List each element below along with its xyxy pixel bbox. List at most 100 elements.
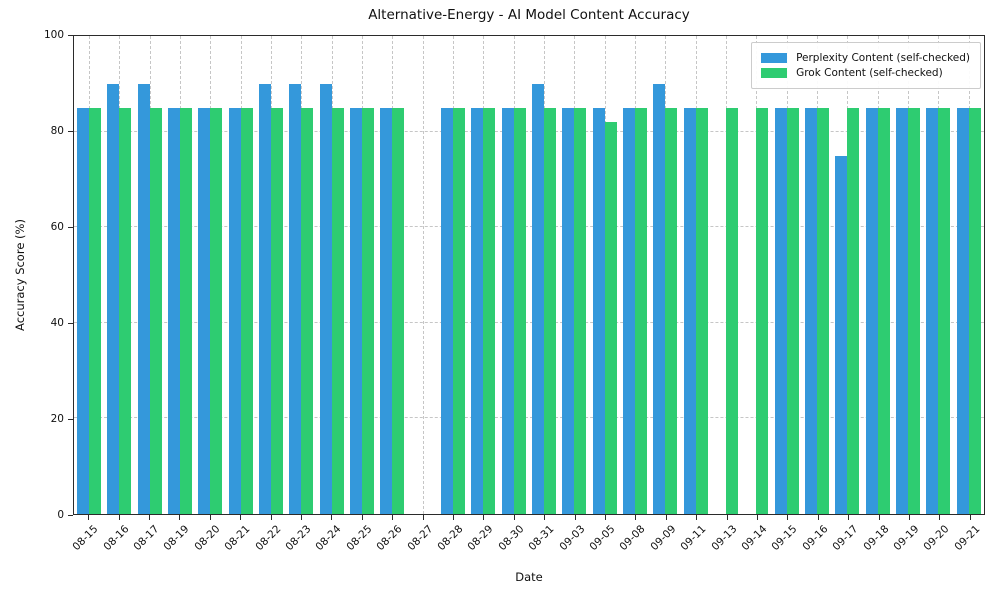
bar-grok-09-20 (938, 107, 951, 514)
y-tick-mark (68, 226, 73, 228)
x-tick-label: 09-14 (739, 523, 770, 554)
bar-grok-08-22 (271, 107, 284, 514)
y-tick-mark (68, 418, 73, 420)
legend: Perplexity Content (self-checked) Grok Co… (751, 42, 981, 89)
legend-label: Grok Content (self-checked) (796, 67, 943, 79)
bar-perplexity-09-16 (805, 107, 818, 514)
bar-grok-08-19 (180, 107, 193, 514)
horizontal-gridline (74, 130, 984, 132)
x-tick-mark (726, 515, 728, 520)
x-tick-label: 08-28 (435, 523, 466, 554)
bar-grok-09-08 (635, 107, 648, 514)
bar-grok-08-31 (544, 107, 557, 514)
vertical-gridline (422, 36, 424, 514)
y-tick-label: 0 (57, 508, 64, 521)
x-tick-label: 08-16 (101, 523, 132, 554)
y-tick-mark (68, 322, 73, 324)
x-tick-label: 08-17 (131, 523, 162, 554)
legend-swatch-icon (761, 68, 788, 78)
bar-grok-09-18 (877, 107, 890, 514)
x-tick-mark (909, 515, 910, 520)
bar-perplexity-08-28 (441, 107, 454, 514)
bar-perplexity-09-17 (835, 155, 848, 514)
x-tick-mark (817, 515, 819, 520)
legend-item-grok: Grok Content (self-checked) (761, 67, 970, 79)
x-tick-mark (605, 515, 606, 520)
y-tick-label: 100 (43, 28, 64, 41)
x-tick-label: 08-15 (70, 523, 101, 554)
bar-grok-09-11 (695, 107, 708, 514)
x-tick-label: 08-22 (253, 523, 284, 554)
x-tick-mark (513, 515, 515, 520)
x-tick-mark (209, 515, 211, 520)
bar-perplexity-08-29 (471, 107, 484, 514)
x-tick-label: 09-15 (769, 523, 800, 554)
bar-grok-09-14 (756, 107, 769, 514)
bar-grok-09-13 (726, 107, 739, 514)
y-tick-label: 60 (50, 220, 64, 233)
legend-item-perplexity: Perplexity Content (self-checked) (761, 52, 970, 64)
x-tick-mark (179, 515, 181, 520)
bar-grok-09-15 (786, 107, 799, 514)
bar-perplexity-09-18 (865, 107, 878, 514)
x-tick-label: 09-09 (648, 523, 679, 554)
bar-grok-09-03 (574, 107, 587, 514)
bar-perplexity-08-23 (289, 83, 302, 514)
y-tick-mark (68, 34, 73, 36)
bar-perplexity-09-08 (623, 107, 636, 514)
x-tick-mark (696, 515, 698, 520)
x-tick-mark (665, 515, 667, 520)
bar-perplexity-08-22 (259, 83, 272, 514)
x-tick-mark (939, 515, 941, 520)
x-tick-label: 09-03 (557, 523, 588, 554)
x-tick-mark (544, 515, 546, 520)
bar-perplexity-09-09 (653, 83, 666, 514)
bar-grok-09-19 (908, 107, 921, 514)
bar-perplexity-09-19 (896, 107, 909, 514)
bar-grok-08-28 (453, 107, 466, 514)
bar-grok-08-30 (513, 107, 526, 514)
x-tick-label: 08-27 (405, 523, 436, 554)
x-tick-label: 09-13 (709, 523, 740, 554)
bar-perplexity-08-17 (137, 83, 150, 514)
legend-swatch-icon (761, 53, 788, 63)
x-tick-mark (270, 515, 272, 520)
x-tick-label: 09-05 (587, 523, 618, 554)
bar-perplexity-08-16 (107, 83, 120, 514)
horizontal-gridline (74, 226, 984, 228)
x-tick-label: 08-24 (313, 523, 344, 554)
bar-grok-08-25 (362, 107, 375, 514)
x-tick-mark (757, 515, 758, 520)
bar-grok-08-29 (483, 107, 496, 514)
bar-perplexity-08-31 (532, 83, 545, 514)
bar-perplexity-08-26 (380, 107, 393, 514)
bar-grok-08-17 (149, 107, 162, 514)
x-tick-mark (88, 515, 90, 520)
x-tick-label: 09-18 (861, 523, 892, 554)
x-tick-mark (422, 515, 424, 520)
x-tick-mark (149, 515, 150, 520)
x-tick-mark (361, 515, 363, 520)
bar-grok-09-09 (665, 107, 678, 514)
x-tick-label: 08-25 (344, 523, 375, 554)
bar-grok-08-21 (240, 107, 253, 514)
x-tick-mark (848, 515, 850, 520)
bar-perplexity-08-20 (198, 107, 211, 514)
x-tick-mark (453, 515, 454, 520)
x-tick-label: 08-21 (222, 523, 253, 554)
bar-perplexity-08-24 (319, 83, 332, 514)
x-tick-mark (878, 515, 880, 520)
y-tick-mark (68, 130, 73, 132)
x-tick-label: 09-16 (800, 523, 831, 554)
x-tick-label: 08-26 (374, 523, 405, 554)
y-tick-label: 40 (50, 316, 64, 329)
plot-area: Perplexity Content (self-checked) Grok Co… (73, 35, 985, 515)
x-axis-label: Date (515, 570, 543, 584)
x-tick-mark (787, 515, 789, 520)
bar-grok-08-23 (301, 107, 314, 514)
bar-grok-09-21 (968, 107, 981, 514)
x-tick-label: 08-31 (526, 523, 557, 554)
bar-perplexity-09-03 (562, 107, 575, 514)
x-tick-mark (574, 515, 576, 520)
y-tick-label: 80 (50, 124, 64, 137)
